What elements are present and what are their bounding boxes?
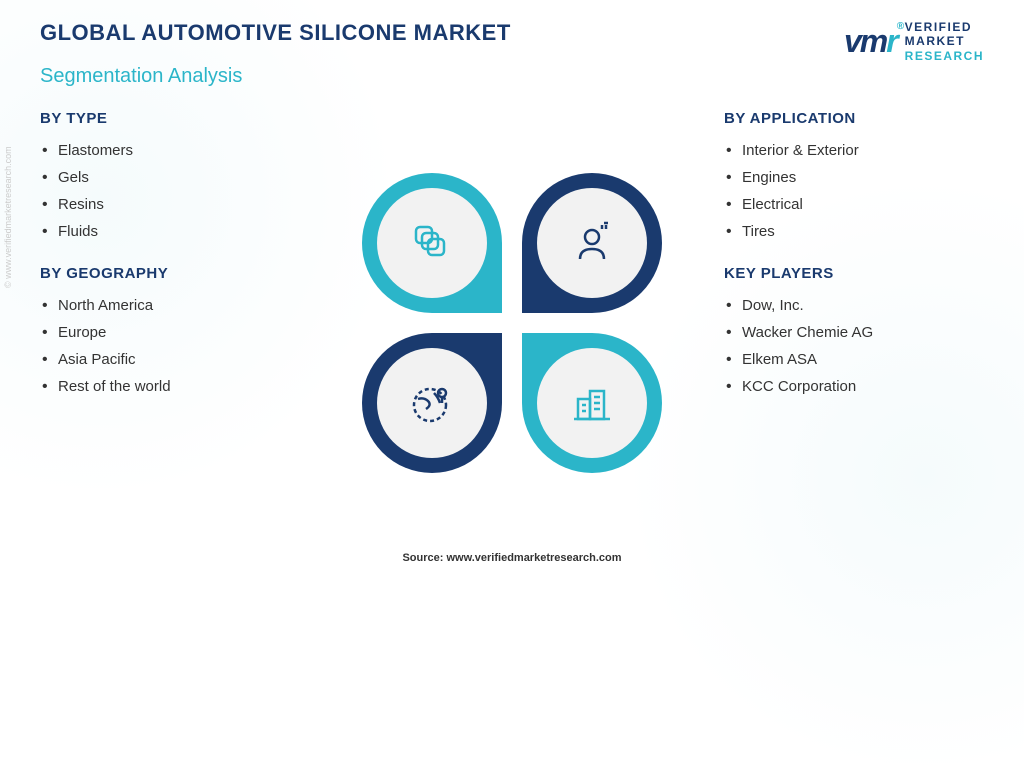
- section-type: BY TYPE Elastomers Gels Resins Fluids: [40, 110, 300, 245]
- petal-inner: [377, 188, 487, 298]
- list-item: Rest of the world: [40, 373, 300, 400]
- list-item: Interior & Exterior: [724, 137, 984, 164]
- building-icon: [568, 379, 616, 427]
- petal-geography: [362, 333, 502, 473]
- globe-icon: [408, 379, 456, 427]
- list-item: Dow, Inc.: [724, 292, 984, 319]
- logo-text: VERIFIED MARKET RESEARCH: [905, 20, 984, 63]
- list-item: Wacker Chemie AG: [724, 319, 984, 346]
- section-geography: BY GEOGRAPHY North America Europe Asia P…: [40, 265, 300, 400]
- petal-type: [362, 173, 502, 313]
- section-heading: BY APPLICATION: [724, 110, 984, 127]
- source-text: Source: www.verifiedmarketresearch.com: [0, 552, 1024, 564]
- right-column: BY APPLICATION Interior & Exterior Engin…: [724, 110, 984, 420]
- layers-icon: [408, 219, 456, 267]
- person-icon: [568, 219, 616, 267]
- list-item: Resins: [40, 191, 300, 218]
- subtitle: Segmentation Analysis: [40, 65, 242, 88]
- page-title: GLOBAL AUTOMOTIVE SILICONE MARKET: [40, 20, 511, 46]
- players-list: Dow, Inc. Wacker Chemie AG Elkem ASA KCC…: [724, 292, 984, 400]
- center-graphic: [362, 173, 662, 473]
- list-item: Tires: [724, 218, 984, 245]
- content-area: BY TYPE Elastomers Gels Resins Fluids BY…: [0, 110, 1024, 536]
- section-application: BY APPLICATION Interior & Exterior Engin…: [724, 110, 984, 245]
- section-heading: KEY PLAYERS: [724, 265, 984, 282]
- left-column: BY TYPE Elastomers Gels Resins Fluids BY…: [40, 110, 300, 420]
- petal-players: [522, 333, 662, 473]
- header: GLOBAL AUTOMOTIVE SILICONE MARKET vmr® V…: [40, 20, 984, 63]
- logo-line1: VERIFIED: [905, 20, 984, 34]
- section-heading: BY TYPE: [40, 110, 300, 127]
- section-heading: BY GEOGRAPHY: [40, 265, 300, 282]
- logo-r: r®: [886, 23, 896, 59]
- logo-line3: RESEARCH: [905, 49, 984, 63]
- list-item: Europe: [40, 319, 300, 346]
- logo-mark: vmr®: [844, 23, 897, 60]
- list-item: Electrical: [724, 191, 984, 218]
- list-item: Engines: [724, 164, 984, 191]
- list-item: Elkem ASA: [724, 346, 984, 373]
- petal-inner: [377, 348, 487, 458]
- list-item: Elastomers: [40, 137, 300, 164]
- application-list: Interior & Exterior Engines Electrical T…: [724, 137, 984, 245]
- geography-list: North America Europe Asia Pacific Rest o…: [40, 292, 300, 400]
- logo-line2: MARKET: [905, 34, 984, 48]
- list-item: Fluids: [40, 218, 300, 245]
- list-item: North America: [40, 292, 300, 319]
- petal-inner: [537, 188, 647, 298]
- petal-application: [522, 173, 662, 313]
- list-item: KCC Corporation: [724, 373, 984, 400]
- list-item: Gels: [40, 164, 300, 191]
- petal-inner: [537, 348, 647, 458]
- list-item: Asia Pacific: [40, 346, 300, 373]
- type-list: Elastomers Gels Resins Fluids: [40, 137, 300, 245]
- logo: vmr® VERIFIED MARKET RESEARCH: [844, 20, 984, 63]
- section-players: KEY PLAYERS Dow, Inc. Wacker Chemie AG E…: [724, 265, 984, 400]
